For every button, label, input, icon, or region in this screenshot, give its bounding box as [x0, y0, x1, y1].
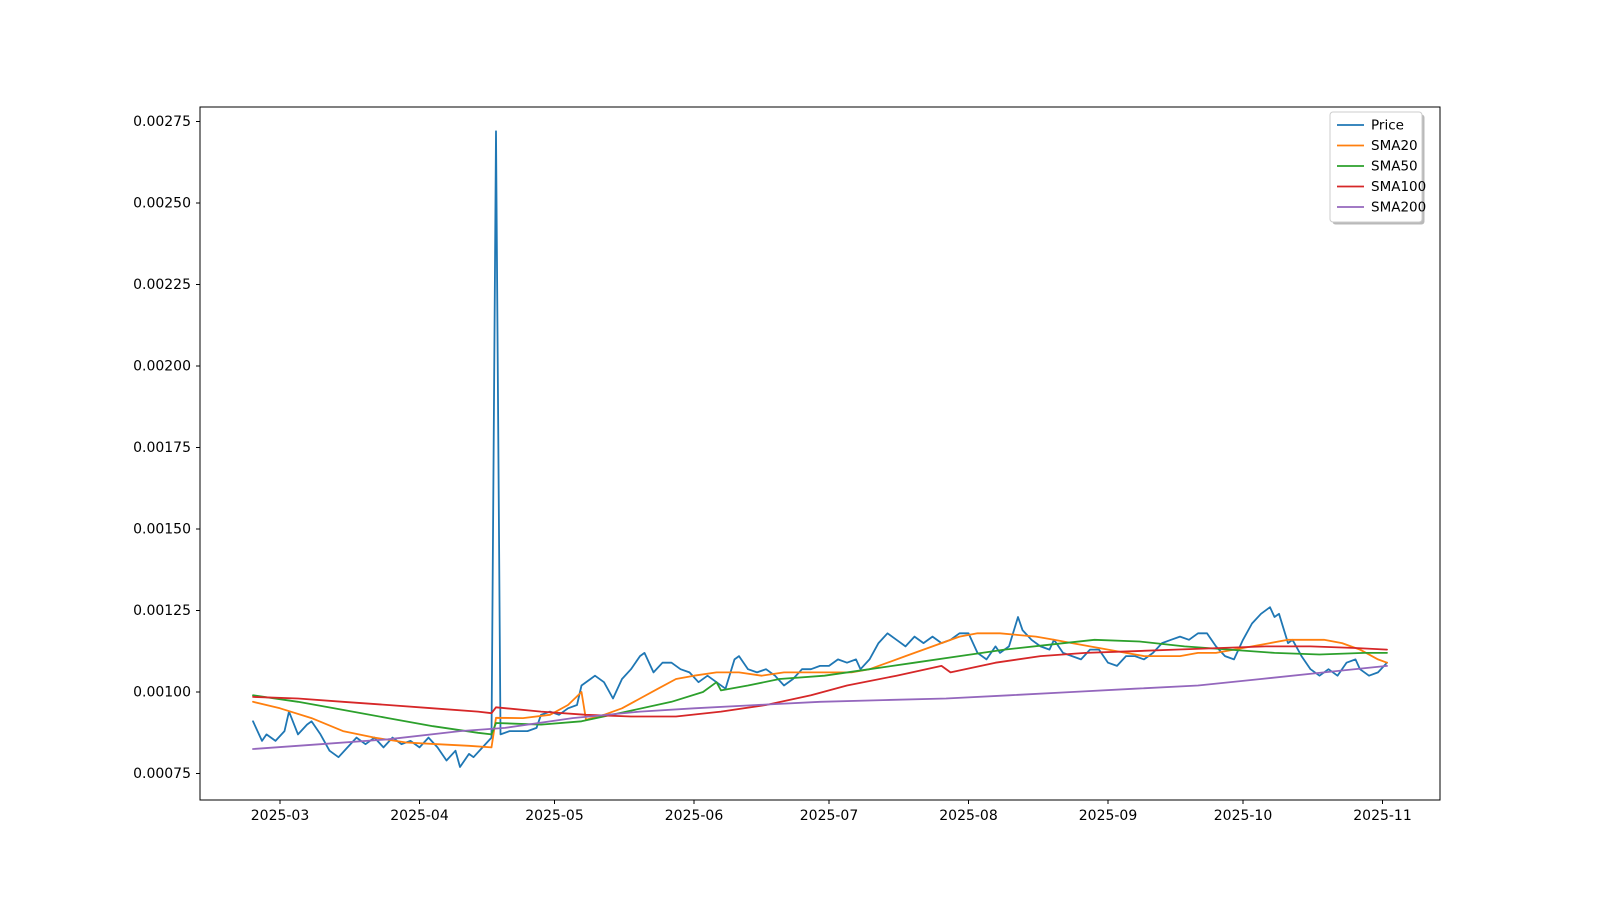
y-axis-tick-label: 0.00225 — [133, 277, 191, 293]
legend-entry: SMA100 — [1337, 179, 1426, 195]
legend-label: SMA200 — [1371, 200, 1426, 216]
y-axis-tick-label: 0.00075 — [133, 766, 191, 782]
series-group — [252, 130, 1388, 768]
y-axis-tick-label: 0.00100 — [133, 685, 191, 701]
y-axis-tick-label: 0.00150 — [133, 522, 191, 538]
x-axis-tick-label: 2025-03 — [251, 808, 310, 824]
y-axis-tick-label: 0.00175 — [133, 440, 191, 456]
series-line-sma20 — [252, 632, 1388, 749]
y-axis-tick-label: 0.00250 — [133, 196, 191, 212]
y-axis-tick-label: 0.00125 — [133, 603, 191, 619]
series-line-sma100 — [252, 645, 1388, 718]
x-axis-tick-label: 2025-04 — [390, 808, 449, 824]
series-line-price — [252, 130, 1388, 768]
x-axis-tick-label: 2025-07 — [800, 808, 859, 824]
y-axis-tick-label: 0.00275 — [133, 114, 191, 130]
legend-entry: SMA20 — [1337, 138, 1418, 154]
x-axis-tick-label: 2025-11 — [1353, 808, 1412, 824]
legend-label: SMA20 — [1371, 138, 1418, 154]
legend: Price SMA20 SMA50 SMA100 SMA200 — [1329, 111, 1426, 225]
y-axis-tick-label: 0.00200 — [133, 359, 191, 375]
legend-label: Price — [1371, 118, 1404, 134]
legend-entry: SMA50 — [1337, 159, 1418, 175]
plot-border — [199, 106, 1441, 801]
legend-entry: Price — [1337, 118, 1404, 134]
x-axis-tick-label: 2025-06 — [665, 808, 724, 824]
series-line-sma200 — [252, 665, 1388, 750]
series-line-sma50 — [252, 638, 1388, 736]
legend-label: SMA50 — [1371, 159, 1418, 175]
legend-entry: SMA200 — [1337, 200, 1426, 216]
x-axis-tick-label: 2025-10 — [1214, 808, 1273, 824]
legend-label: SMA100 — [1371, 179, 1426, 195]
x-axis-tick-label: 2025-09 — [1079, 808, 1138, 824]
x-axis-tick-label: 2025-05 — [525, 808, 584, 824]
legend-box — [1329, 111, 1423, 223]
x-axis-tick-label: 2025-08 — [939, 808, 998, 824]
